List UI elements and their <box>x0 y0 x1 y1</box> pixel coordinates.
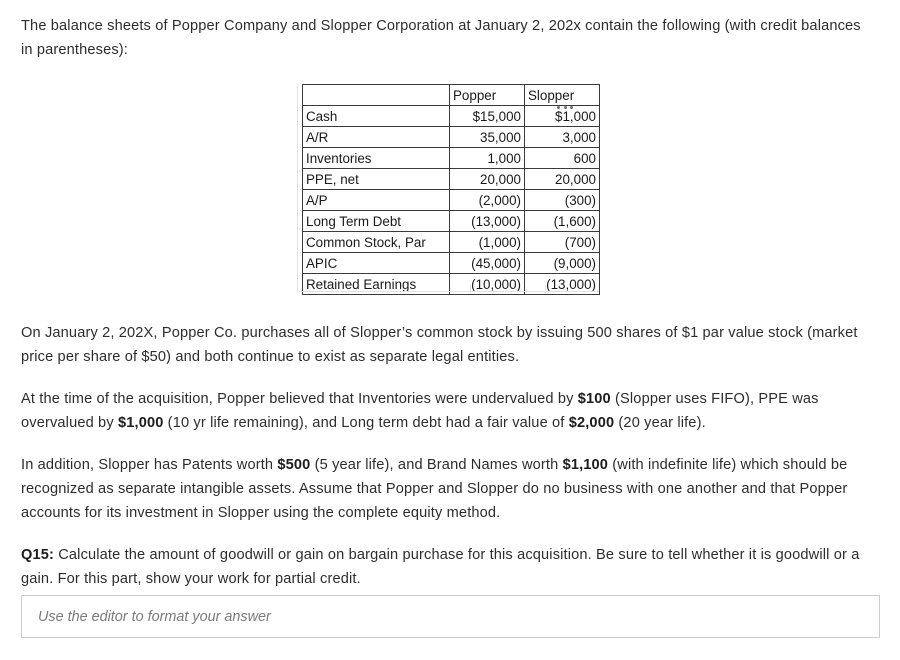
fair-value-paragraph: At the time of the acquisition, Popper b… <box>21 387 873 435</box>
row-label: A/P <box>302 189 450 211</box>
row-label: Inventories <box>302 147 450 169</box>
column-header-slopper: Slopper <box>524 84 600 106</box>
intangibles-paragraph: In addition, Slopper has Patents worth $… <box>21 453 873 525</box>
row-label: Cash <box>302 105 450 127</box>
cell-slopper: 20,000 <box>524 168 600 190</box>
cell-popper: (45,000) <box>449 252 525 274</box>
cell-slopper: (9,000) <box>524 252 600 274</box>
amount-brand-names: $1,100 <box>562 457 609 473</box>
table-row: Long Term Debt (13,000) (1,600) <box>302 210 600 232</box>
table-row: APIC (45,000) (9,000) <box>302 252 600 274</box>
column-header-item <box>302 84 450 106</box>
cell-slopper: (13,000) <box>524 273 600 295</box>
cell-slopper: 3,000 <box>524 126 600 148</box>
table-row: PPE, net 20,000 20,000 <box>302 168 600 190</box>
fair-value-text-2: (Slopper uses FIFO), PPE was overvalued … <box>21 391 819 431</box>
balance-sheet-table-container: Popper Slopper Cash $15,000 $1,000 A/R 3… <box>297 84 600 295</box>
grid-artifact-left <box>297 84 298 292</box>
answer-editor[interactable]: Use the editor to format your answer <box>21 595 880 638</box>
cell-popper: 1,000 <box>449 147 525 169</box>
cell-slopper: (1,600) <box>524 210 600 232</box>
cell-popper: (1,000) <box>449 231 525 253</box>
question-text: Calculate the amount of goodwill or gain… <box>21 547 860 587</box>
row-label: APIC <box>302 252 450 274</box>
cell-popper: (2,000) <box>449 189 525 211</box>
table-row: A/P (2,000) (300) <box>302 189 600 211</box>
balance-sheet-table: Popper Slopper Cash $15,000 $1,000 A/R 3… <box>302 84 600 295</box>
amount-ppe: $1,000 <box>117 415 164 431</box>
question-label: Q15: <box>21 547 55 563</box>
fair-value-text-4: (20 year life). <box>614 415 706 431</box>
question-paragraph: Q15: Calculate the amount of goodwill or… <box>21 543 873 591</box>
amount-patents: $500 <box>277 457 311 473</box>
intangibles-text-1: In addition, Slopper has Patents worth <box>21 457 278 473</box>
intangibles-text-2: (5 year life), and Brand Names worth <box>310 457 563 473</box>
row-label: Common Stock, Par <box>302 231 450 253</box>
table-row: Cash $15,000 $1,000 <box>302 105 600 127</box>
row-label: A/R <box>302 126 450 148</box>
row-label: Long Term Debt <box>302 210 450 232</box>
table-row: Common Stock, Par (1,000) (700) <box>302 231 600 253</box>
fair-value-text-1: At the time of the acquisition, Popper b… <box>21 391 578 407</box>
cell-popper: 35,000 <box>449 126 525 148</box>
cell-slopper: 600 <box>524 147 600 169</box>
spellcheck-dots-artifact <box>557 105 573 109</box>
grid-artifact-vertical-1 <box>470 285 471 294</box>
grid-artifact-vertical-2 <box>545 285 546 294</box>
cell-popper: (10,000) <box>449 273 525 295</box>
cell-popper: (13,000) <box>449 210 525 232</box>
column-header-popper: Popper <box>449 84 525 106</box>
table-row: Retained Earnings (10,000) (13,000) <box>302 273 600 295</box>
amount-long-term-debt: $2,000 <box>568 415 615 431</box>
intro-paragraph: The balance sheets of Popper Company and… <box>21 18 861 58</box>
table-row: Inventories 1,000 600 <box>302 147 600 169</box>
cell-popper: $15,000 <box>449 105 525 127</box>
cell-slopper: (700) <box>524 231 600 253</box>
row-label: PPE, net <box>302 168 450 190</box>
answer-placeholder: Use the editor to format your answer <box>38 608 271 625</box>
acquisition-paragraph: On January 2, 202X, Popper Co. purchases… <box>21 325 858 365</box>
table-row: A/R 35,000 3,000 <box>302 126 600 148</box>
cell-slopper: (300) <box>524 189 600 211</box>
amount-inventories: $100 <box>577 391 611 407</box>
table-header-row: Popper Slopper <box>302 84 600 106</box>
grid-artifact-below <box>297 291 599 292</box>
fair-value-text-3: (10 yr life remaining), and Long term de… <box>163 415 569 431</box>
intangibles-text-3: (with indefinite life) which should be r… <box>21 457 848 521</box>
cell-popper: 20,000 <box>449 168 525 190</box>
